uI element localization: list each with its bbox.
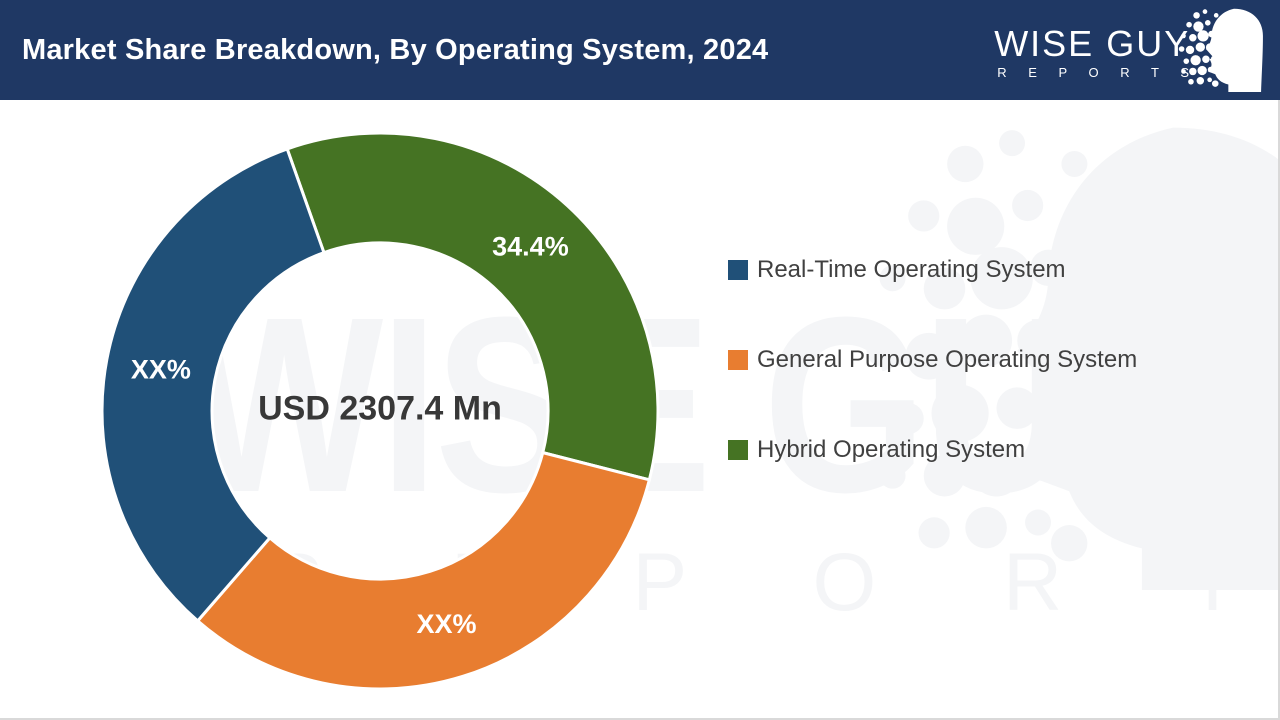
logo-dot	[1181, 69, 1186, 74]
logo-dot	[1197, 65, 1207, 76]
page-title: Market Share Breakdown, By Operating Sys…	[22, 33, 769, 66]
head-profile-shape	[1205, 8, 1263, 92]
legend-item-real-time[interactable]: Real-Time Operating System	[728, 256, 1137, 284]
logo-dot	[1202, 55, 1210, 64]
donut-segment-2[interactable]	[285, 131, 660, 482]
logo-dot	[1213, 13, 1219, 18]
logo-dot	[1186, 21, 1192, 28]
donut-center-value: USD 2307.4 Mn	[258, 389, 502, 428]
logo-dot	[1183, 58, 1190, 64]
chart-legend: Real-Time Operating System General Purpo…	[728, 256, 1137, 526]
logo-dot	[1195, 42, 1205, 52]
head-profile-dots-icon	[1178, 8, 1263, 92]
logo-dot	[1214, 23, 1220, 30]
logo-dot	[1211, 56, 1216, 61]
brand-logo: WISE GUY R E P O R T S	[994, 4, 1266, 92]
logo-dot	[1204, 20, 1211, 26]
header-bar: Market Share Breakdown, By Operating Sys…	[0, 0, 1280, 100]
logo-dot	[1211, 80, 1219, 87]
legend-item-hybrid[interactable]: Hybrid Operating System	[728, 436, 1137, 464]
legend-swatch-hybrid	[728, 440, 748, 460]
donut-segment-label-1: XX%	[416, 609, 476, 639]
logo-dot	[1190, 55, 1201, 66]
legend-item-general-purpose[interactable]: General Purpose Operating System	[728, 346, 1137, 374]
logo-dot	[1207, 77, 1212, 83]
logo-dot	[1213, 68, 1219, 75]
logo-dot	[1189, 67, 1197, 76]
brand-logo-text: WISE GUY R E P O R T S	[994, 23, 1198, 81]
logo-dot	[1188, 78, 1194, 85]
logo-dot	[1196, 77, 1205, 85]
logo-dot	[1193, 12, 1200, 19]
logo-dot	[1178, 46, 1185, 52]
legend-swatch-real-time	[728, 260, 748, 280]
logo-dot	[1181, 33, 1186, 39]
legend-label: General Purpose Operating System	[757, 346, 1138, 373]
donut-segment-label-0: XX%	[131, 354, 191, 384]
logo-dot	[1202, 9, 1208, 14]
logo-dot	[1207, 66, 1214, 73]
legend-swatch-general-purpose	[728, 350, 748, 370]
donut-segment-label-2: 34.4%	[492, 231, 569, 261]
logo-dot	[1189, 34, 1197, 42]
logo-dot	[1197, 30, 1209, 42]
donut-segment-0[interactable]	[100, 147, 326, 623]
page-bottom-border	[0, 718, 1280, 720]
logo-dot	[1205, 43, 1214, 51]
brand-name: WISE GUY	[994, 23, 1191, 64]
donut-segment-1[interactable]	[195, 450, 652, 691]
legend-label: Real-Time Operating System	[757, 256, 1066, 283]
logo-dot	[1208, 30, 1215, 38]
logo-dot	[1193, 21, 1204, 32]
legend-label: Hybrid Operating System	[757, 436, 1026, 463]
brand-subname: R E P O R T S	[997, 65, 1198, 80]
logo-dot	[1185, 45, 1195, 55]
